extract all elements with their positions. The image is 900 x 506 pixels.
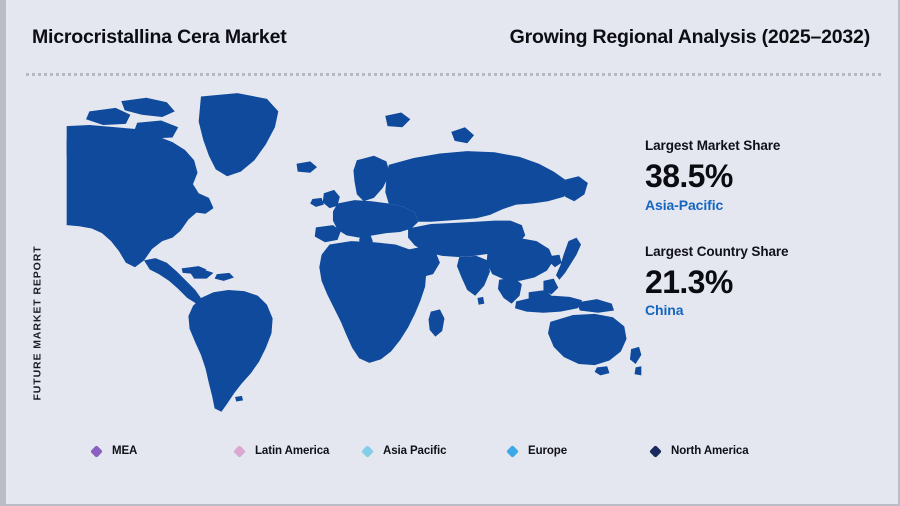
legend-dot-icon-north-america [649, 444, 662, 458]
land-europe [332, 200, 419, 238]
statistics-panel: Largest Market Share 38.5% Asia-Pacific … [645, 138, 880, 318]
land-tasmania [594, 366, 610, 376]
land-alaska [66, 135, 99, 156]
land-north-america [66, 125, 214, 268]
legend-dot-icon-mea [90, 444, 103, 458]
legend-label-north-america: North America [671, 445, 749, 457]
land-indonesia [515, 295, 583, 313]
legend-item-mea: MEA [90, 444, 235, 458]
stat-value-country-share: 21.3% [645, 263, 733, 300]
land-far-east [565, 176, 588, 202]
legend-label-asia-pacific: Asia Pacific [383, 445, 447, 457]
land-arctic-islands-2 [86, 107, 131, 125]
land-new-zealand-2 [634, 366, 642, 376]
land-east-asia [486, 237, 554, 281]
stat-label-country-share: Largest Country Share [645, 243, 789, 259]
legend-label-europe: Europe [528, 445, 568, 457]
land-philippines [543, 278, 559, 295]
land-central-america [144, 258, 201, 304]
legend-label-mea: MEA [112, 445, 138, 457]
stat-region-country-share: China [645, 302, 684, 319]
land-south-america [188, 290, 273, 412]
brand-vertical-label: FUTURE MARKET REPORT [28, 228, 48, 418]
legend-dot-icon-europe [506, 444, 519, 458]
legend: MEA Latin America Asia Pacific Europe No… [90, 444, 832, 458]
legend-item-latin-america: Latin America [233, 444, 363, 458]
land-scandinavia [353, 155, 390, 202]
land-novaya-zemlya [451, 127, 475, 144]
land-british-isles [322, 189, 340, 209]
land-arctic-islands [121, 97, 175, 118]
land-japan [555, 237, 582, 280]
legend-item-europe: Europe [506, 444, 651, 458]
legend-item-asia-pacific: Asia Pacific [361, 444, 508, 458]
land-korea [550, 254, 562, 268]
legend-dot-icon-asia-pacific [361, 444, 374, 458]
land-borneo [528, 290, 553, 302]
land-russia [385, 151, 572, 222]
land-africa [319, 241, 427, 363]
land-ireland [310, 197, 324, 207]
legend-item-north-america: North America [649, 444, 749, 458]
header: Microcristallina Cera Market Growing Reg… [6, 0, 898, 74]
world-map [64, 92, 644, 422]
map-landmasses [66, 93, 642, 412]
legend-label-latin-america: Latin America [255, 445, 330, 457]
world-map-svg [66, 93, 642, 412]
land-new-guinea [576, 299, 615, 313]
page-title: Microcristallina Cera Market [32, 25, 287, 48]
land-india [456, 255, 490, 296]
land-southeast-asia [497, 277, 522, 304]
land-greenland [198, 93, 279, 177]
land-iberia [314, 225, 341, 243]
land-cuba [181, 266, 207, 275]
land-sri-lanka [477, 296, 485, 305]
land-falklands [235, 395, 244, 402]
header-subtitle: Growing Regional Analysis (2025–2032) [509, 25, 871, 48]
header-divider [26, 73, 882, 76]
land-australia [548, 313, 627, 366]
land-caribbean-2 [214, 272, 234, 281]
stat-label-market-share: Largest Market Share [645, 138, 781, 153]
stat-block-country-share: Largest Country Share 21.3% China [645, 244, 880, 319]
brand-vertical-text: FUTURE MARKET REPORT [32, 245, 44, 401]
stat-value-market-share: 38.5% [645, 158, 733, 194]
land-svalbard [385, 112, 411, 128]
land-madagascar [428, 309, 445, 337]
stat-region-market-share: Asia-Pacific [645, 196, 724, 213]
land-new-zealand [629, 346, 642, 364]
land-iceland [296, 161, 318, 173]
legend-dot-icon-latin-america [233, 444, 246, 458]
stat-block-market-share: Largest Market Share 38.5% Asia-Pacific [645, 138, 880, 213]
